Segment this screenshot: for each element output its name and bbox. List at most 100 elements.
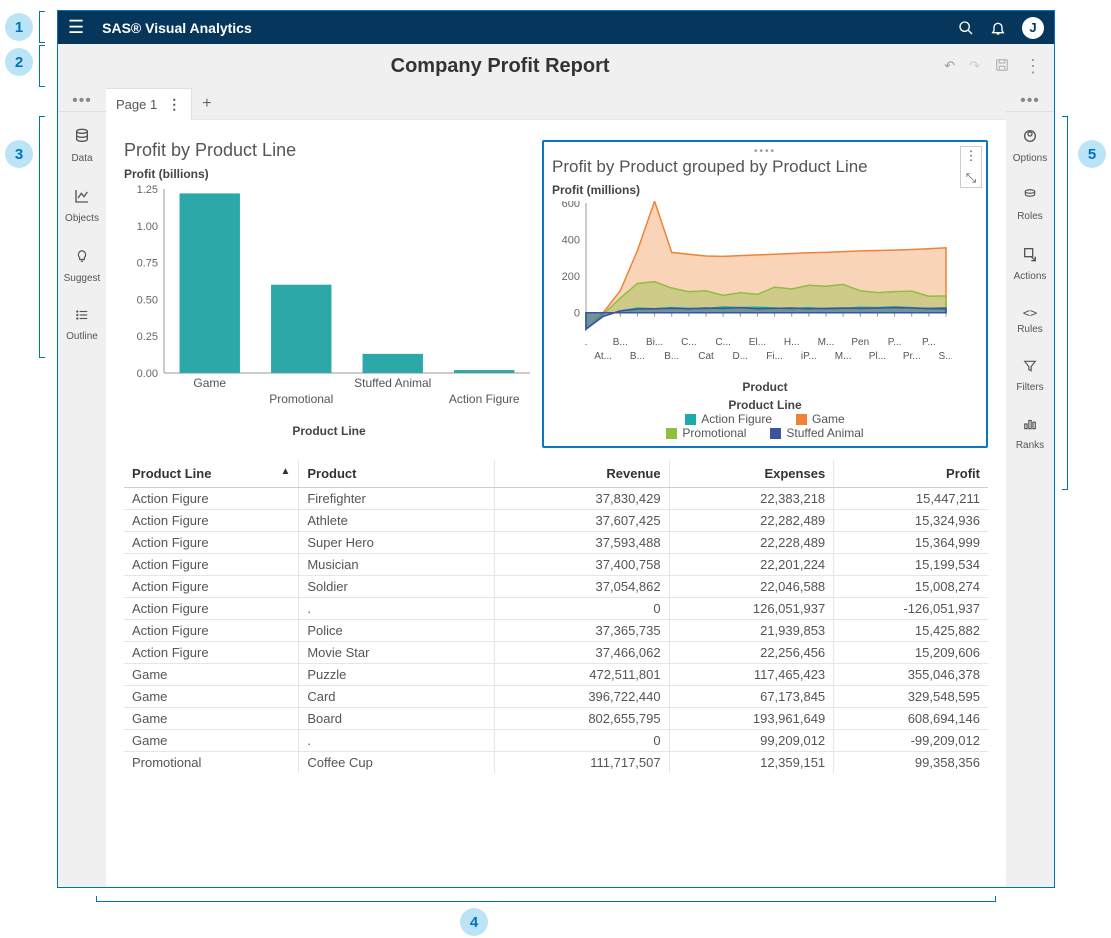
bracket-3	[39, 116, 45, 358]
svg-text:Promotional: Promotional	[269, 392, 333, 406]
svg-text:H...: H...	[784, 337, 800, 348]
titlebar: Company Profit Report ↶ ↷ ⋮	[58, 44, 1054, 88]
tab-page1[interactable]: Page 1 ⋮	[106, 88, 192, 120]
bracket-4	[96, 896, 996, 902]
svg-text:200: 200	[562, 271, 580, 283]
table-row[interactable]: Game.099,209,012-99,209,012	[124, 730, 988, 752]
table-row[interactable]: Action FigureAthlete37,607,42522,282,489…	[124, 510, 988, 532]
rail-data[interactable]: Data	[58, 118, 106, 178]
chart-icon	[74, 188, 90, 209]
canvas: Page 1 ⋮ + Profit by Product Line Profit…	[106, 88, 1006, 887]
table-row[interactable]: GameCard396,722,44067,173,845329,548,595	[124, 686, 988, 708]
rail-rules[interactable]: <> Rules	[1006, 296, 1054, 349]
table-row[interactable]: PromotionalCoffee Cup111,717,50712,359,1…	[124, 752, 988, 774]
rail-outline[interactable]: Outline	[58, 298, 106, 356]
actions-icon	[1022, 246, 1038, 267]
table-row[interactable]: Action FigureMovie Star37,466,06222,256,…	[124, 642, 988, 664]
left-rail: ••• Data Objects Suggest Outline	[58, 88, 106, 887]
bar-chart: 1.251.000.750.500.250.00GamePromotionalS…	[124, 185, 534, 415]
svg-text:0.25: 0.25	[137, 331, 158, 343]
list-icon	[74, 308, 90, 327]
table-header[interactable]: Profit	[834, 460, 988, 488]
panel-handle-icon[interactable]: ••••	[552, 146, 978, 157]
bracket-1	[39, 11, 45, 43]
rail-filters[interactable]: Filters	[1006, 349, 1054, 407]
rail-ranks[interactable]: Ranks	[1006, 407, 1054, 465]
legend-item: Action Figure	[685, 412, 772, 426]
roles-icon	[1022, 188, 1038, 207]
bracket-2	[39, 45, 45, 87]
svg-text:C...: C...	[715, 337, 731, 348]
add-tab-button[interactable]: +	[192, 95, 221, 113]
bracket-5	[1062, 116, 1068, 490]
svg-text:M...: M...	[818, 337, 835, 348]
table-row[interactable]: Action Figure.0126,051,937-126,051,937	[124, 598, 988, 620]
svg-text:P...: P...	[888, 337, 902, 348]
avatar[interactable]: J	[1022, 17, 1044, 39]
rail-suggest[interactable]: Suggest	[58, 238, 106, 298]
more-icon[interactable]: ⋮	[1024, 56, 1042, 77]
svg-text:B...: B...	[630, 351, 645, 362]
tab-menu-icon[interactable]: ⋮	[167, 96, 181, 113]
options-icon	[1022, 128, 1038, 149]
table-row[interactable]: GamePuzzle472,511,801117,465,423355,046,…	[124, 664, 988, 686]
svg-text:Bi...: Bi...	[646, 337, 663, 348]
panel-menu-icon[interactable]: ⋮	[961, 147, 981, 165]
table-row[interactable]: Action FigureSuper Hero37,593,48822,228,…	[124, 532, 988, 554]
undo-icon[interactable]: ↶	[944, 58, 955, 74]
rail-options[interactable]: Options	[1006, 118, 1054, 178]
line-y-axis-title: Profit (millions)	[552, 183, 978, 197]
rail-roles[interactable]: Roles	[1006, 178, 1054, 236]
svg-text:C...: C...	[681, 337, 697, 348]
table-row[interactable]: GameBoard802,655,795193,961,649608,694,1…	[124, 708, 988, 730]
table-header[interactable]: Revenue	[494, 460, 669, 488]
svg-text:Stuffed Animal: Stuffed Animal	[354, 376, 431, 390]
svg-text:Pen: Pen	[851, 337, 869, 348]
table-row[interactable]: Action FigureMusician37,400,75822,201,22…	[124, 554, 988, 576]
rail-actions[interactable]: Actions	[1006, 236, 1054, 296]
table-header[interactable]: Expenses	[669, 460, 834, 488]
table-row[interactable]: Action FigureFirefighter37,830,42922,383…	[124, 488, 988, 510]
search-icon[interactable]	[958, 20, 974, 36]
line-chart: 6004002000.B...Bi...C...C...El...H...M..…	[552, 201, 952, 371]
table-row[interactable]: Action FigureSoldier37,054,86222,046,588…	[124, 576, 988, 598]
topbar: ☰ SAS® Visual Analytics J	[58, 11, 1054, 44]
right-rail-collapse[interactable]: •••	[1006, 90, 1054, 112]
svg-text:S...: S...	[938, 351, 952, 362]
app-title: SAS® Visual Analytics	[102, 20, 252, 36]
save-icon[interactable]	[994, 57, 1010, 76]
report-title: Company Profit Report	[70, 55, 930, 78]
callout-3: 3	[5, 140, 33, 168]
rail-objects[interactable]: Objects	[58, 178, 106, 238]
tab-label: Page 1	[116, 97, 157, 112]
table-header[interactable]: Product	[299, 460, 494, 488]
legend: Action FigureGamePromotionalStuffed Anim…	[552, 412, 978, 440]
bar-chart-panel[interactable]: Profit by Product Line Profit (billions)…	[124, 140, 534, 448]
ranks-icon	[1022, 417, 1038, 436]
data-table[interactable]: Product Line▲ProductRevenueExpensesProfi…	[124, 460, 988, 773]
svg-text:0.00: 0.00	[137, 368, 158, 380]
bell-icon[interactable]	[990, 20, 1006, 36]
callout-1: 1	[5, 13, 33, 41]
line-chart-panel[interactable]: •••• ⋮ ⤡ Profit by Product grouped by Pr…	[542, 140, 988, 448]
legend-item: Promotional	[666, 426, 746, 440]
callout-5: 5	[1078, 140, 1106, 168]
svg-text:El...: El...	[749, 337, 766, 348]
hamburger-icon[interactable]: ☰	[68, 17, 84, 38]
svg-text:Cat: Cat	[698, 351, 714, 362]
svg-text:1.00: 1.00	[137, 221, 158, 233]
svg-text:0: 0	[574, 308, 580, 320]
svg-text:Fi...: Fi...	[766, 351, 783, 362]
line-x-axis-title: Product	[552, 380, 978, 394]
svg-text:Action Figure: Action Figure	[449, 392, 520, 406]
left-rail-collapse[interactable]: •••	[58, 90, 106, 112]
svg-text:Pr...: Pr...	[903, 351, 921, 362]
svg-text:D...: D...	[733, 351, 749, 362]
expand-icon[interactable]: ⤡	[961, 169, 981, 187]
table-row[interactable]: Action FigurePolice37,365,73521,939,8531…	[124, 620, 988, 642]
svg-text:B...: B...	[613, 337, 628, 348]
svg-text:P...: P...	[922, 337, 936, 348]
table-header[interactable]: Product Line▲	[124, 460, 299, 488]
callout-2: 2	[5, 48, 33, 76]
bar-y-axis-title: Profit (billions)	[124, 167, 534, 181]
